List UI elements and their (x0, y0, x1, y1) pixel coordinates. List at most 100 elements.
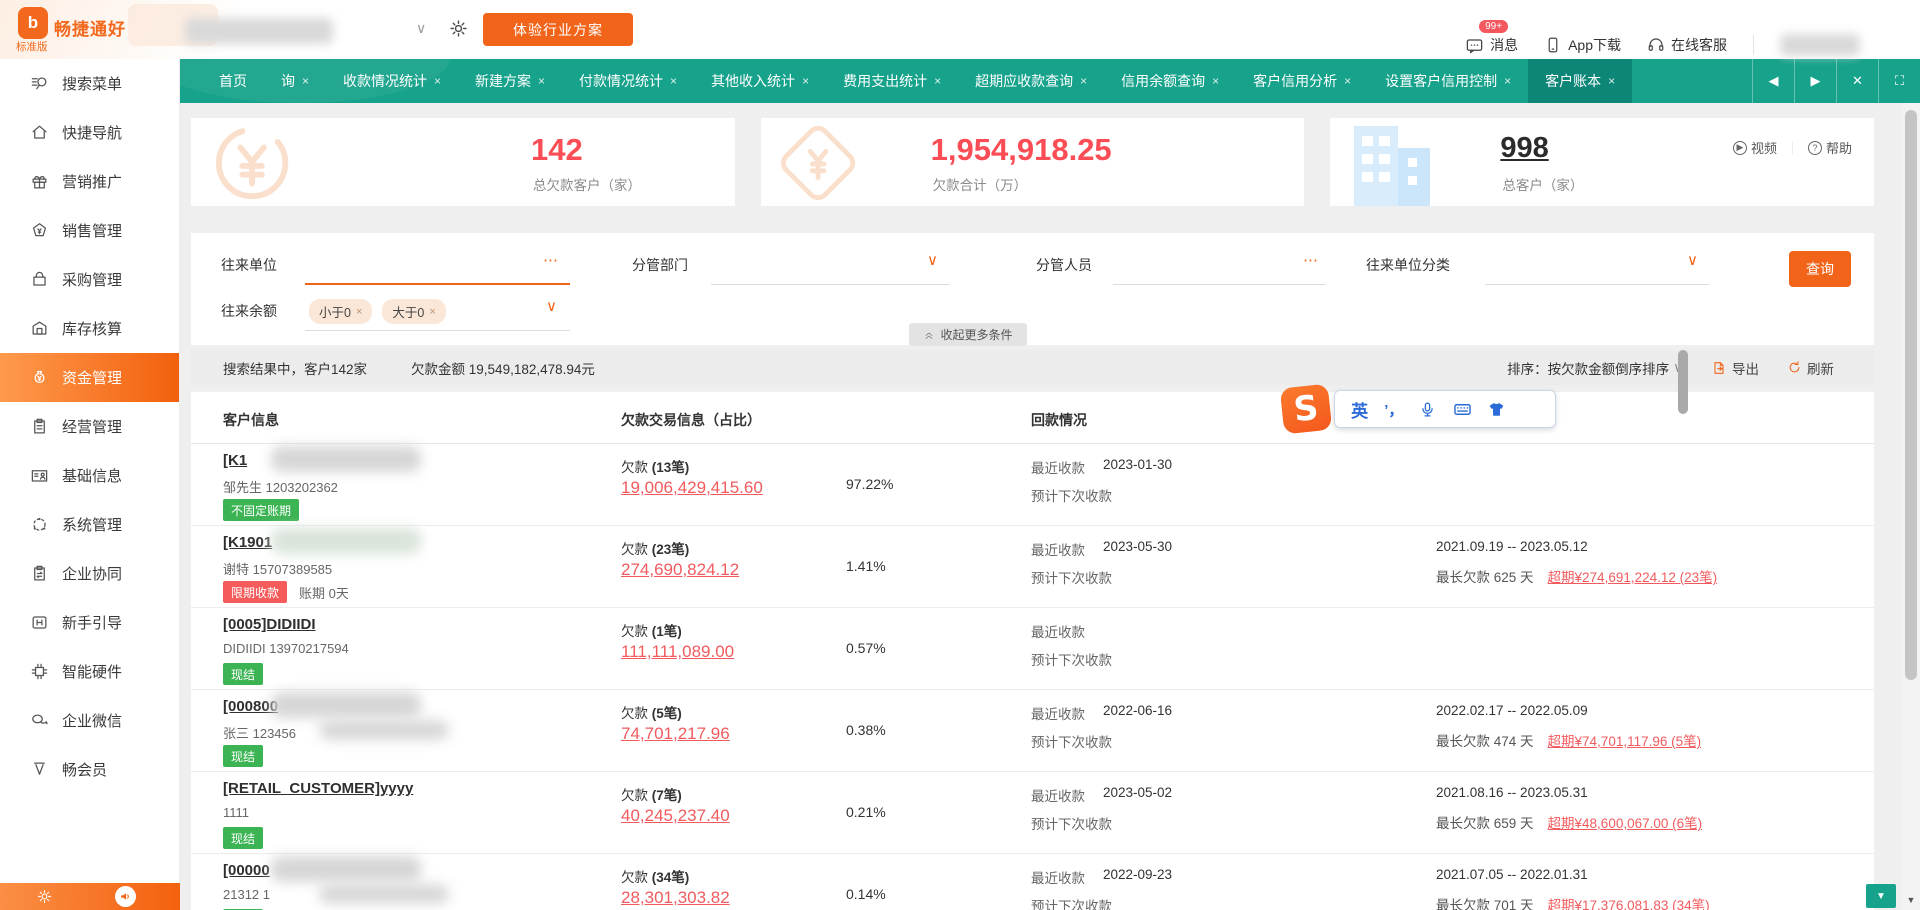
sidebar-item-9[interactable]: 基础信息 (0, 451, 179, 500)
sidebar-item-14[interactable]: 企业微信 (0, 696, 179, 745)
scroll-down-button[interactable]: ▼ (1866, 884, 1896, 908)
debt-amount-link[interactable]: 28,301,303.82 (621, 888, 730, 907)
tab-close-icon[interactable]: × (1504, 74, 1512, 88)
collapse-conditions-button[interactable]: 收起更多条件 (909, 323, 1027, 346)
balance-chevron-icon[interactable]: ∨ (546, 298, 557, 315)
customer-code-link[interactable]: [K1 (223, 452, 248, 469)
tab[interactable]: 客户信用分析 × (1236, 59, 1368, 103)
ime-punctuation-toggle[interactable]: ’， (1384, 401, 1404, 419)
tab[interactable]: 设置客户信用控制 × (1368, 59, 1528, 103)
sidebar-item-1[interactable]: 搜索菜单 (0, 59, 179, 108)
tab-scroll-right-icon[interactable]: ▶ (1794, 59, 1836, 103)
sogou-logo-icon[interactable]: S (1279, 383, 1333, 435)
overdue-amount-link[interactable]: 超期¥17,376,081.83 (34笔) (1547, 898, 1710, 910)
sidebar-item-11[interactable]: 企业协同 (0, 549, 179, 598)
stat-value[interactable]: 998 (1500, 132, 1549, 164)
sidebar-item-5[interactable]: 采购管理 (0, 255, 179, 304)
tab-close-icon[interactable]: × (1212, 74, 1220, 88)
sort-dropdown[interactable]: 排序：按欠款金额倒序排序∨ (1507, 358, 1683, 378)
overdue-amount-link[interactable]: 超期¥48,600,067.00 (6笔) (1547, 816, 1703, 831)
table-row[interactable]: [000800 张三 123456 现结 欠款 (5笔) 74,701,217.… (191, 690, 1874, 772)
search-button[interactable]: 查询 (1789, 251, 1851, 287)
sidebar-item-6[interactable]: 库存核算 (0, 304, 179, 353)
tab[interactable]: 信用余额查询 × (1104, 59, 1236, 103)
tab[interactable]: 其他收入统计 × (694, 59, 826, 103)
page-scrollbar-thumb[interactable] (1905, 110, 1917, 680)
sidebar-item-13[interactable]: 智能硬件 (0, 647, 179, 696)
sidebar-item-12[interactable]: 新手引导 (0, 598, 179, 647)
category-input[interactable] (1485, 263, 1709, 285)
table-row[interactable]: [00000 21312 1 现结 欠款 (34笔) 28,301,303.82… (191, 854, 1874, 910)
tab[interactable]: 费用支出统计 × (826, 59, 958, 103)
sidebar-item-7[interactable]: 资金管理 (0, 353, 179, 402)
sidebar-item-8[interactable]: 经营管理 (0, 402, 179, 451)
scrollbar-down-arrow-icon[interactable]: ▼ (1906, 895, 1916, 905)
balance-tag[interactable]: 大于0 × (382, 299, 446, 324)
ime-language-toggle[interactable]: 英 (1351, 401, 1369, 421)
debt-amount-link[interactable]: 40,245,237.40 (621, 806, 730, 825)
help-link[interactable]: ? 帮助 (1808, 138, 1852, 157)
refresh-button[interactable]: 刷新 (1787, 358, 1834, 378)
tab[interactable]: 首页 (202, 59, 264, 103)
ime-keyboard-icon[interactable] (1453, 400, 1472, 419)
tab[interactable]: 超期应收款查询 × (958, 59, 1104, 103)
balance-input[interactable] (305, 309, 570, 331)
sidebar-item-4[interactable]: 销售管理 (0, 206, 179, 255)
table-row[interactable]: [K1901 谢特 15707389585 限期收款 账期 0天 欠款 (23笔… (191, 526, 1874, 608)
balance-tag[interactable]: 小于0 × (309, 299, 373, 324)
tab-close-icon[interactable]: × (934, 74, 942, 88)
tab[interactable]: 询 × (264, 59, 326, 103)
tab-scroll-left-icon[interactable]: ◀ (1752, 59, 1794, 103)
customer-code-link[interactable]: [000800 (223, 698, 279, 715)
sidebar-item-2[interactable]: 快捷导航 (0, 108, 179, 157)
app-download-menu[interactable]: App下载 (1544, 35, 1621, 55)
tab-close-icon[interactable]: × (1608, 74, 1616, 88)
tab-close-all-icon[interactable]: ✕ (1836, 59, 1878, 103)
tab-close-icon[interactable]: × (1080, 74, 1088, 88)
table-row[interactable]: [RETAIL_CUSTOMER]yyyy 1111 现结 欠款 (7笔) 40… (191, 772, 1874, 854)
tab[interactable]: 收款情况统计 × (326, 59, 458, 103)
export-button[interactable]: 导出 (1711, 358, 1759, 378)
table-scrollbar-thumb[interactable] (1678, 350, 1688, 414)
ime-skin-icon[interactable] (1488, 401, 1505, 418)
sidebar-item-10[interactable]: 系统管理 (0, 500, 179, 549)
trial-solution-button[interactable]: 体验行业方案 (483, 13, 633, 46)
fullscreen-icon[interactable]: ⛶ (1878, 59, 1920, 103)
debt-amount-link[interactable]: 111,111,089.00 (621, 642, 735, 661)
debt-amount-link[interactable]: 74,701,217.96 (621, 724, 730, 743)
tab[interactable]: 新建方案 × (458, 59, 562, 103)
table-row[interactable]: [0005]DIDIIDI DIDIIDI 13970217594 现结 欠款 … (191, 608, 1874, 690)
tab-close-icon[interactable]: × (670, 74, 678, 88)
tag-remove-icon[interactable]: × (355, 305, 363, 318)
video-link[interactable]: ▶ 视频 (1732, 138, 1777, 157)
debt-amount-link[interactable]: 19,006,429,415.60 (621, 478, 763, 497)
person-input[interactable] (1113, 263, 1326, 285)
department-chevron-icon[interactable]: ∨ (927, 252, 938, 269)
messages-menu[interactable]: 99+ 消息 (1465, 18, 1518, 55)
company-dropdown-chevron-icon[interactable]: ∨ (416, 20, 427, 36)
online-service-menu[interactable]: 在线客服 (1647, 35, 1727, 55)
settings-gear-icon[interactable] (448, 18, 469, 39)
sidebar-item-3[interactable]: 营销推广 (0, 157, 179, 206)
ime-toolbox-icon[interactable] (1521, 400, 1539, 418)
tab-close-icon[interactable]: × (302, 74, 310, 88)
partner-input[interactable] (305, 263, 570, 285)
category-chevron-icon[interactable]: ∨ (1687, 252, 1698, 269)
sound-icon[interactable] (115, 886, 136, 907)
tag-remove-icon[interactable]: × (429, 305, 436, 318)
debt-amount-link[interactable]: 274,690,824.12 (621, 560, 740, 579)
tab[interactable]: 付款情况统计 × (562, 59, 694, 103)
customer-code-link[interactable]: [K1901 (223, 534, 273, 551)
table-row[interactable]: [K1 邹先生 1203202362 不固定账期 欠款 (13笔) 19,006… (191, 444, 1874, 526)
person-more-icon[interactable]: ⋯ (1303, 252, 1318, 269)
sidebar-item-15[interactable]: 畅会员 (0, 745, 179, 794)
page-scrollbar[interactable]: ▼ (1902, 103, 1920, 910)
partner-more-icon[interactable]: ⋯ (543, 252, 558, 269)
customer-code-link[interactable]: [0005]DIDIIDI (223, 616, 316, 633)
tab-close-icon[interactable]: × (1344, 74, 1352, 88)
customer-code-link[interactable]: [RETAIL_CUSTOMER]yyyy (223, 780, 414, 797)
tab-close-icon[interactable]: × (538, 74, 546, 88)
customer-code-link[interactable]: [00000 (223, 862, 270, 879)
department-input[interactable] (711, 263, 950, 285)
sidebar-gear-icon[interactable] (36, 888, 53, 905)
